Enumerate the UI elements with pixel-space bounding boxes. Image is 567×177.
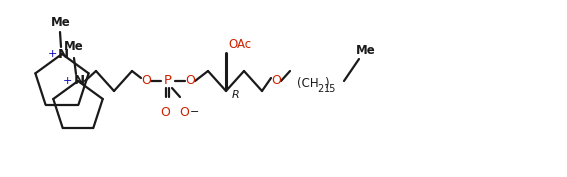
Text: +: + (47, 49, 57, 59)
Text: ): ) (324, 78, 329, 90)
Text: P: P (164, 75, 172, 87)
Text: 15: 15 (324, 84, 336, 94)
Text: (CH: (CH (297, 78, 319, 90)
Text: −: − (191, 107, 200, 117)
Text: N: N (57, 47, 69, 61)
Text: OAc: OAc (229, 39, 252, 52)
Text: O: O (160, 107, 170, 119)
Text: R: R (232, 90, 240, 100)
Text: Me: Me (51, 16, 71, 28)
Text: Me: Me (356, 44, 376, 58)
Text: O: O (141, 75, 151, 87)
Text: Me: Me (64, 41, 84, 53)
Text: O: O (185, 75, 195, 87)
Text: N: N (74, 75, 84, 87)
Text: O: O (179, 107, 189, 119)
Text: 2: 2 (317, 84, 323, 94)
Text: O: O (271, 75, 281, 87)
Text: +: + (62, 76, 71, 86)
